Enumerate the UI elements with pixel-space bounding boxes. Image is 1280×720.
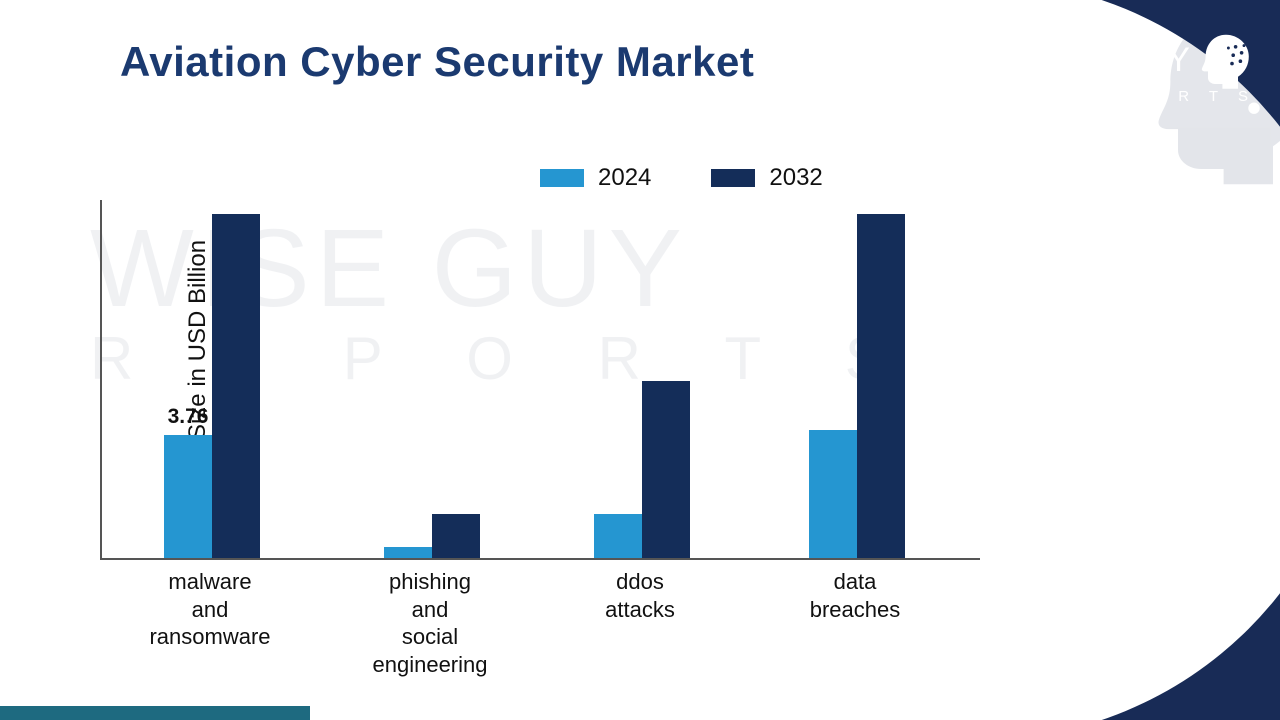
category-label: phishing and social engineering (373, 568, 488, 678)
bar-group (384, 514, 480, 558)
legend-swatch (711, 169, 755, 187)
bar-2024 (809, 430, 857, 558)
bar-value-label: 3.76 (168, 405, 209, 429)
category-label: data breaches (810, 568, 901, 623)
legend-swatch (540, 169, 584, 187)
bar-group (594, 381, 690, 558)
legend-label: 2024 (598, 164, 651, 192)
chart-area: 3.76 malware and ransomwarephishing and … (100, 200, 980, 630)
bottom-accent-bar (0, 706, 310, 720)
bar-2032 (432, 514, 480, 558)
chart-title: Aviation Cyber Security Market (120, 38, 754, 86)
legend-item: 2024 (540, 164, 651, 192)
bar-2032 (212, 214, 260, 558)
page-root: WISE GUY R E P O R T S Aviation Cyber Se… (0, 0, 1280, 720)
bar-2032 (857, 214, 905, 558)
brand-line2: R E P O R T S (1006, 88, 1256, 105)
bar-group (164, 214, 260, 558)
brand-text-1: WISE GUY (1006, 41, 1192, 80)
brand-head-icon (1196, 30, 1256, 90)
plot-area: 3.76 (100, 200, 980, 560)
legend-label: 2032 (769, 164, 822, 192)
bar-group (809, 214, 905, 558)
bar-2032 (642, 381, 690, 558)
bar-2024 (384, 547, 432, 558)
bar-2024 (164, 435, 212, 558)
category-label: ddos attacks (605, 568, 675, 623)
legend: 2024 2032 (540, 164, 823, 192)
brand-line1: WISE GUY (1006, 30, 1256, 90)
category-label: malware and ransomware (149, 568, 270, 651)
bar-2024 (594, 514, 642, 558)
legend-item: 2032 (711, 164, 822, 192)
brand-block: WISE GUY R E P O R T S (1006, 30, 1256, 105)
